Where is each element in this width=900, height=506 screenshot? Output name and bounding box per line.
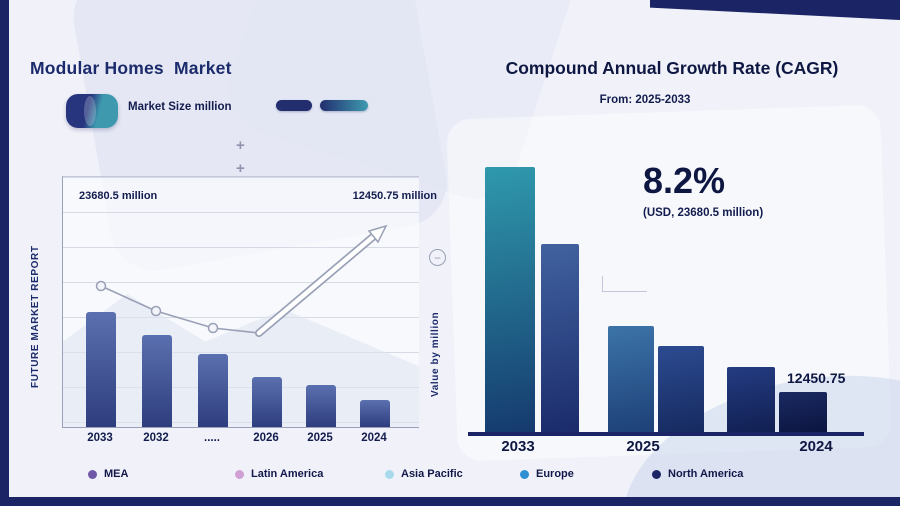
legend-dot xyxy=(235,469,244,479)
legend-label: North America xyxy=(668,468,744,480)
cagr-title: Compound Annual Growth Rate (CAGR) xyxy=(505,58,839,78)
frame-bottom-bar xyxy=(0,497,900,506)
market-size-bar xyxy=(198,354,228,427)
market-size-bar xyxy=(306,385,336,427)
left-bars xyxy=(63,177,419,427)
market-size-legend-label: Market Size million xyxy=(128,101,232,113)
icon-highlight xyxy=(84,96,96,126)
chart-end-value-label: 12450.75 million xyxy=(352,190,437,202)
legend-dot xyxy=(520,469,529,479)
legend-item: North America xyxy=(652,468,743,480)
legend-dot xyxy=(652,469,661,479)
cagr-bar xyxy=(658,346,704,432)
legend-label: Latin America xyxy=(251,468,324,480)
x-axis-label: 2024 xyxy=(361,432,387,444)
plus-icon: + xyxy=(236,137,245,154)
plus-icon: + xyxy=(236,160,245,177)
cagr-bar xyxy=(608,326,654,432)
legend-dot xyxy=(385,469,394,479)
market-size-bar xyxy=(86,312,116,427)
x-axis-label: 2025 xyxy=(307,432,333,444)
minus-glyph: − xyxy=(433,250,441,265)
market-size-bar xyxy=(360,400,390,427)
legend-dot xyxy=(88,469,97,479)
corner-accent-shape xyxy=(650,0,900,20)
legend-pill-gradient xyxy=(320,100,368,111)
cagr-bar xyxy=(727,367,775,432)
page-title: Modular Homes Market xyxy=(30,58,232,78)
x-axis-label: 2033 xyxy=(501,438,535,455)
frame-left-bar xyxy=(0,0,9,506)
cagr-value: 8.2% xyxy=(643,160,726,201)
x-axis-label: 2032 xyxy=(143,432,169,444)
market-size-bar xyxy=(252,377,282,427)
legend-label: Europe xyxy=(536,468,574,480)
legend-label: Asia Pacific xyxy=(401,468,463,480)
x-axis-label: 2033 xyxy=(87,432,113,444)
trend-svg xyxy=(95,224,388,337)
legend-item: Asia Pacific xyxy=(385,468,463,480)
chart-start-value-label: 23680.5 million xyxy=(79,190,158,202)
cagr-chart xyxy=(468,158,864,436)
legend-item: Latin America xyxy=(235,468,323,480)
left-chart-side-label: FUTURE MARKET REPORT xyxy=(30,245,41,389)
bracket-decoration xyxy=(602,276,647,292)
legend-pill-dark xyxy=(276,100,312,111)
cagr-bar xyxy=(541,244,579,432)
minus-circle-icon: − xyxy=(429,249,446,266)
x-axis-label: 2026 xyxy=(253,432,279,444)
legend-label: MEA xyxy=(104,468,129,480)
x-axis-label: 2025 xyxy=(626,438,660,455)
right-chart-side-label: Value by million xyxy=(430,311,441,397)
value-callout: 12450.75 xyxy=(787,370,846,386)
x-axis-label: 2024 xyxy=(799,438,833,455)
market-size-bar xyxy=(142,335,172,427)
cagr-bar xyxy=(779,392,827,432)
cagr-bar xyxy=(485,167,535,432)
market-size-chart: 23680.5 million 12450.75 million xyxy=(62,176,437,428)
cagr-subtitle: From: 2025-2033 xyxy=(599,94,691,106)
market-size-icon xyxy=(66,94,118,128)
x-axis-label: ..... xyxy=(204,432,220,444)
legend-item: Europe xyxy=(520,468,574,480)
legend-item: MEA xyxy=(88,468,128,480)
cagr-note: (USD, 23680.5 million) xyxy=(643,207,764,219)
